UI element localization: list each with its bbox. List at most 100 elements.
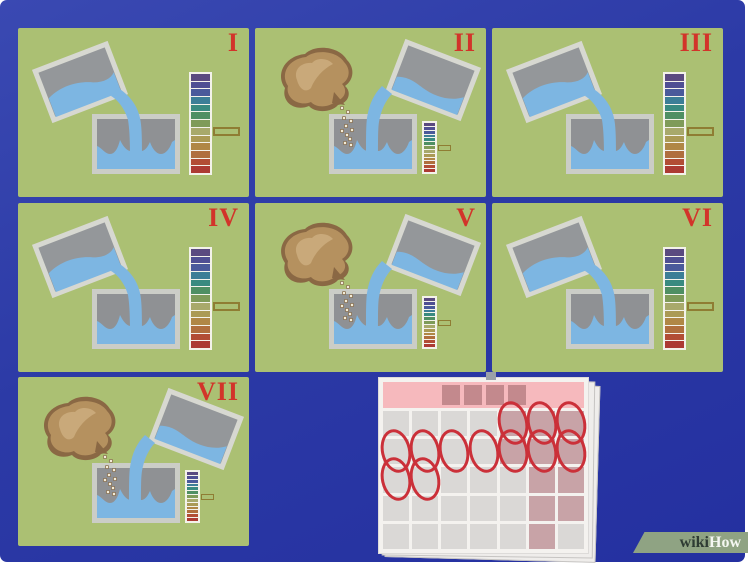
ph-swatch (187, 495, 198, 498)
ph-swatch (665, 127, 684, 135)
ph-swatch (665, 256, 684, 264)
calendar-day-cell (528, 467, 555, 493)
step-numeral: I (227, 28, 239, 57)
calendar-day-cell (383, 495, 410, 521)
calendar-day-cell (470, 467, 497, 493)
calendar-day-cell (557, 411, 584, 437)
ph-swatch (191, 112, 210, 120)
ph-swatch (424, 324, 435, 328)
calendar-day-cell (383, 523, 410, 549)
ph-color-scale (189, 72, 212, 175)
calendar-header-square (463, 385, 482, 405)
ph-swatch (424, 157, 435, 161)
calendar-header (383, 382, 584, 408)
ph-swatch (665, 295, 684, 302)
ph-swatch (191, 295, 210, 302)
calendar (376, 372, 601, 563)
ph-swatch (665, 318, 684, 325)
step-numeral: III (679, 28, 713, 57)
ph-pointer (438, 145, 451, 151)
ph-swatch (187, 514, 198, 518)
ph-swatch (191, 318, 210, 325)
ph-swatch (187, 491, 198, 495)
ph-swatch (424, 169, 435, 172)
ph-swatch (424, 340, 435, 344)
calendar-day-cell (528, 411, 555, 437)
calendar-day-cell (441, 467, 468, 493)
ph-swatch (424, 344, 435, 347)
ph-swatch (187, 479, 198, 483)
calendar-day-cell (441, 439, 468, 465)
ph-swatch (424, 328, 435, 332)
ph-swatch (191, 127, 210, 135)
ph-swatch (187, 510, 198, 514)
step-panel-1: I (18, 28, 249, 197)
ph-swatch (187, 472, 198, 475)
ph-swatch (424, 161, 435, 165)
ph-swatch (191, 325, 210, 333)
calendar-day-cell (499, 411, 526, 437)
ph-swatch (187, 475, 198, 479)
ph-pointer (687, 127, 714, 136)
ph-swatch (424, 313, 435, 317)
ph-swatch (665, 333, 684, 341)
ph-swatch (665, 104, 684, 112)
pour-water-and-powder-scene (255, 203, 486, 372)
ph-swatch (424, 138, 435, 142)
ph-color-scale (189, 247, 212, 350)
ph-pointer (213, 127, 240, 136)
wikihow-wiki-text: wiki (679, 533, 709, 551)
ph-swatch (665, 112, 684, 120)
ph-pointer (438, 320, 451, 326)
ph-swatch (665, 135, 684, 143)
ph-swatch (424, 332, 435, 336)
ph-swatch (191, 341, 210, 348)
ph-swatch (665, 166, 684, 173)
ph-swatch (424, 305, 435, 309)
calendar-day-cell (499, 439, 526, 465)
ph-swatch (424, 123, 435, 126)
ph-swatch (191, 104, 210, 112)
ph-swatch (665, 97, 684, 104)
ph-swatch (665, 302, 684, 310)
calendar-day-cell (470, 495, 497, 521)
ph-test-strip (422, 121, 437, 174)
ph-swatch (191, 120, 210, 127)
calendar-day-cell (441, 411, 468, 437)
ph-swatch (191, 333, 210, 341)
ph-swatch (665, 81, 684, 89)
ph-swatch (191, 256, 210, 264)
ph-pointer (687, 302, 714, 311)
calendar-header-square (441, 385, 460, 405)
ph-swatch (424, 165, 435, 169)
ph-swatch (191, 279, 210, 287)
ph-swatch (424, 336, 435, 340)
ph-swatch (191, 302, 210, 310)
wikihow-watermark: wiki How (633, 532, 748, 553)
ph-swatch (665, 143, 684, 150)
ph-swatch (191, 166, 210, 173)
pour-water-and-powder-scene (255, 28, 486, 197)
ph-swatch (665, 74, 684, 81)
step-panel-5: V (255, 203, 486, 372)
ph-swatch (665, 310, 684, 318)
calendar-day-cell (470, 439, 497, 465)
ph-swatch (665, 325, 684, 333)
ph-swatch (424, 130, 435, 134)
ph-swatch (424, 153, 435, 157)
calendar-day-cell (528, 523, 555, 549)
ph-swatch (424, 142, 435, 146)
calendar-day-cell (528, 495, 555, 521)
step-panel-3: III (492, 28, 723, 197)
calendar-day-cell (412, 439, 439, 465)
ph-test-strip (422, 296, 437, 349)
step-numeral: VI (682, 203, 713, 232)
ph-swatch (665, 158, 684, 166)
calendar-day-cell (412, 495, 439, 521)
calendar-day-cell (470, 411, 497, 437)
ph-swatch (424, 321, 435, 324)
calendar-header-square (507, 385, 526, 405)
wikihow-how-text: How (709, 533, 741, 551)
calendar-day-cell (412, 523, 439, 549)
